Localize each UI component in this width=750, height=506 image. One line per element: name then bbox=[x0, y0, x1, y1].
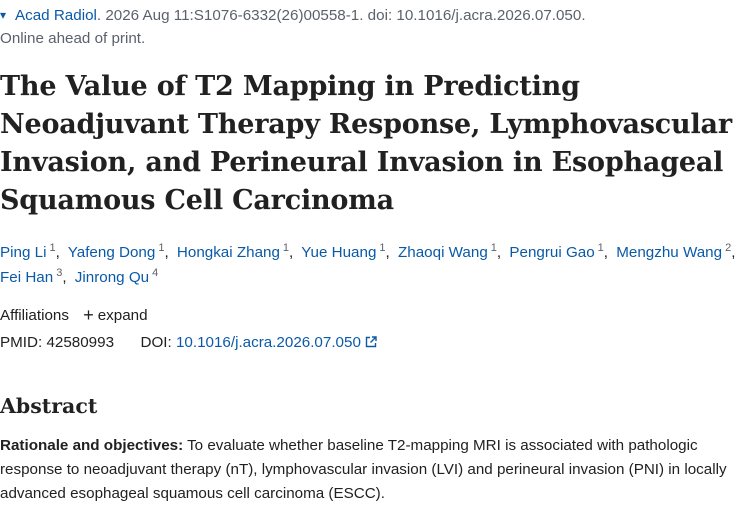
author-item: Ping Li 1 bbox=[0, 242, 56, 262]
author-link[interactable]: Zhaoqi Wang bbox=[398, 244, 488, 261]
author-item: Mengzhu Wang 2 bbox=[616, 242, 732, 262]
affiliation-number[interactable]: 4 bbox=[152, 267, 159, 279]
author-item: Hongkai Zhang 1 bbox=[176, 242, 290, 262]
affiliation-number[interactable]: 1 bbox=[49, 242, 56, 254]
doi-link[interactable]: 10.1016/j.acra.2026.07.050 bbox=[176, 334, 377, 351]
author-item: Yafeng Dong 1 bbox=[67, 242, 165, 262]
affiliations-expand-toggle[interactable]: + expand bbox=[73, 305, 148, 325]
author-link[interactable]: Ping Li bbox=[0, 244, 47, 261]
affiliation-number[interactable]: 1 bbox=[379, 242, 386, 254]
affiliation-number[interactable]: 1 bbox=[158, 242, 165, 254]
author-link[interactable]: Fei Han bbox=[0, 269, 54, 286]
affiliations-row: Affiliations + expand bbox=[0, 305, 148, 326]
author-link[interactable]: Yafeng Dong bbox=[67, 244, 156, 261]
abstract-text: To evaluate whether baseline T2-mapping … bbox=[0, 437, 727, 502]
expand-label: expand bbox=[97, 307, 148, 324]
abstract-heading: Abstract bbox=[0, 394, 98, 418]
author-separator: , bbox=[55, 244, 60, 261]
author-item: Zhaoqi Wang 1 bbox=[398, 242, 497, 262]
author-item: Jinrong Qu 4 bbox=[74, 267, 159, 287]
journal-link[interactable]: Acad Radiol bbox=[15, 7, 97, 24]
affiliation-number[interactable]: 1 bbox=[490, 242, 497, 254]
pmid-label: PMID: bbox=[0, 334, 43, 351]
author-item: Pengrui Gao 1 bbox=[509, 242, 604, 262]
author-item: Fei Han 3 bbox=[0, 267, 63, 287]
doi-label: DOI: bbox=[140, 334, 172, 351]
author-separator: , bbox=[731, 244, 736, 261]
author-separator: , bbox=[385, 244, 390, 261]
affiliation-number[interactable]: 3 bbox=[56, 267, 63, 279]
author-separator: , bbox=[289, 244, 294, 261]
abstract-paragraph: Rationale and objectives: To evaluate wh… bbox=[0, 434, 740, 506]
author-separator: , bbox=[164, 244, 169, 261]
caret-down-icon[interactable]: ▾ bbox=[0, 8, 7, 22]
author-separator: , bbox=[62, 269, 67, 286]
plus-icon: + bbox=[83, 305, 94, 325]
affiliation-number[interactable]: 2 bbox=[725, 242, 732, 254]
pmid-value: 42580993 bbox=[46, 334, 115, 351]
author-link[interactable]: Jinrong Qu bbox=[74, 269, 150, 286]
affiliation-number[interactable]: 1 bbox=[597, 242, 604, 254]
author-separator: , bbox=[496, 244, 502, 261]
author-link[interactable]: Hongkai Zhang bbox=[176, 244, 280, 261]
citation-details: . 2026 Aug 11:S1076-6332(26)00558-1. doi… bbox=[96, 7, 586, 24]
citation-line: ▾ Acad Radiol. 2026 Aug 11:S1076-6332(26)… bbox=[0, 5, 745, 26]
author-list: Ping Li 1, Yafeng Dong 1, Hongkai Zhang 1, … bbox=[0, 240, 740, 290]
abstract-section-label: Rationale and objectives: bbox=[0, 437, 184, 454]
external-link-icon bbox=[365, 336, 377, 348]
publication-status: Online ahead of print. bbox=[0, 30, 146, 47]
doi-value: 10.1016/j.acra.2026.07.050 bbox=[175, 334, 361, 351]
author-item: Yue Huang 1 bbox=[301, 242, 386, 262]
affiliation-number[interactable]: 1 bbox=[282, 242, 290, 254]
article-title: The Value of T2 Mapping in Predicting Ne… bbox=[0, 71, 732, 216]
author-link[interactable]: Mengzhu Wang bbox=[616, 244, 723, 261]
author-separator: , bbox=[603, 244, 609, 261]
author-link[interactable]: Yue Huang bbox=[301, 244, 377, 261]
affiliations-label: Affiliations bbox=[0, 307, 69, 324]
identifiers-row: PMID: 42580993 DOI: 10.1016/j.acra.2026.… bbox=[0, 333, 377, 353]
author-link[interactable]: Pengrui Gao bbox=[509, 244, 595, 261]
